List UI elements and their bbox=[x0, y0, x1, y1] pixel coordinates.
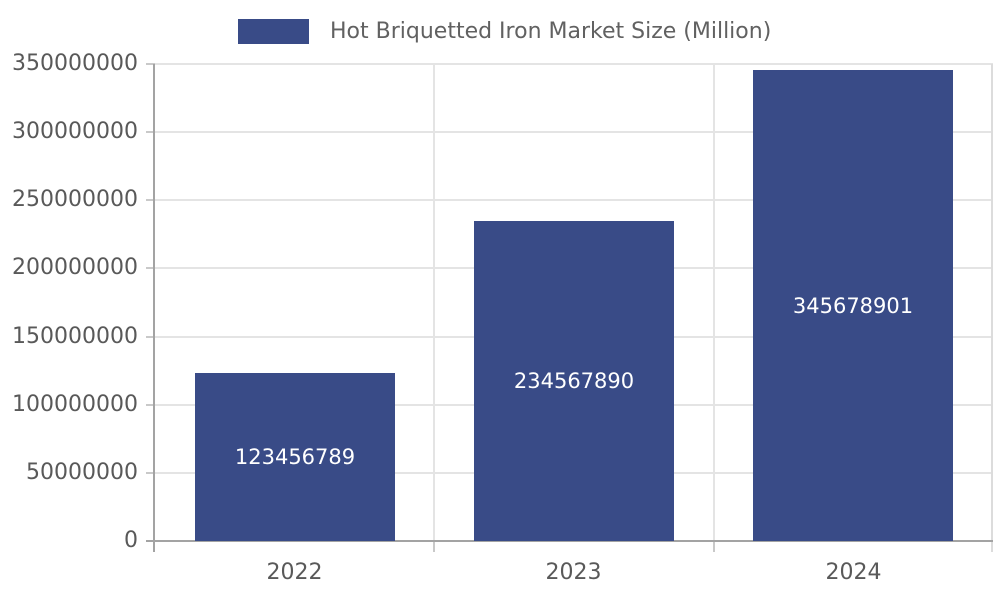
chart-legend: Hot Briquetted Iron Market Size (Million… bbox=[238, 19, 771, 44]
gridline-vertical bbox=[433, 64, 436, 541]
bar-value-label: 234567890 bbox=[513, 369, 635, 393]
y-axis-line bbox=[153, 64, 155, 552]
x-axis-tick-label: 2023 bbox=[545, 560, 602, 585]
gridline-horizontal bbox=[155, 199, 993, 202]
y-axis-tick bbox=[146, 471, 155, 474]
y-axis-tick bbox=[146, 63, 155, 65]
y-axis-tick bbox=[146, 335, 155, 338]
x-axis-tick bbox=[433, 541, 436, 552]
bar-value-label: 345678901 bbox=[792, 294, 914, 318]
legend-label: Hot Briquetted Iron Market Size (Million… bbox=[330, 19, 772, 44]
legend-swatch bbox=[238, 19, 309, 44]
x-axis-tick-label: 2022 bbox=[266, 560, 323, 585]
y-axis-tick-label: 0 bbox=[124, 528, 138, 553]
x-axis-tick bbox=[712, 541, 715, 552]
x-axis-tick-label: 2024 bbox=[825, 560, 882, 585]
bar-value-label: 123456789 bbox=[234, 445, 356, 469]
y-axis-tick-label: 350000000 bbox=[12, 51, 138, 76]
gridline-horizontal bbox=[155, 63, 993, 65]
y-axis-tick-label: 200000000 bbox=[12, 255, 138, 281]
y-axis-tick bbox=[146, 199, 155, 202]
bar-2024: 345678901 bbox=[753, 70, 953, 541]
x-axis-line bbox=[146, 540, 993, 542]
y-axis-tick bbox=[146, 131, 155, 134]
y-axis-tick-label: 50000000 bbox=[26, 459, 138, 485]
y-axis-tick bbox=[146, 267, 155, 270]
bar-2022: 123456789 bbox=[195, 373, 395, 541]
y-axis-tick-label: 150000000 bbox=[12, 323, 138, 349]
plot-area: 0 50000000 100000000 150000000 200000000 2500… bbox=[12, 51, 993, 585]
y-axis-tick-label: 250000000 bbox=[12, 187, 138, 213]
bar-2023: 234567890 bbox=[474, 221, 674, 541]
gridline-horizontal bbox=[155, 131, 993, 134]
y-axis-tick-label: 300000000 bbox=[12, 119, 138, 145]
plot-right-boundary bbox=[991, 64, 993, 552]
gridline-vertical bbox=[712, 64, 715, 541]
y-axis-tick bbox=[146, 403, 155, 406]
y-axis-tick-label: 100000000 bbox=[12, 391, 138, 417]
